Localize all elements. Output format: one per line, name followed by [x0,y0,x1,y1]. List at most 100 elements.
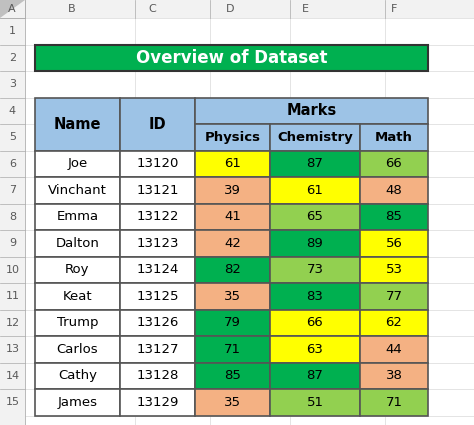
Text: 13126: 13126 [137,316,179,329]
Text: Carlos: Carlos [57,343,98,356]
Text: Physics: Physics [204,131,261,144]
Bar [35,204,120,230]
Text: 13127: 13127 [136,343,179,356]
Bar [270,283,360,309]
Bar [195,150,270,177]
Bar [360,309,428,336]
Text: 65: 65 [307,210,323,223]
Text: 85: 85 [385,210,402,223]
Bar [195,389,270,416]
Bar [120,150,195,177]
Bar [120,336,195,363]
Bar [195,230,270,257]
Text: Roy: Roy [65,263,90,276]
Bar [35,283,120,309]
Text: E: E [301,4,309,14]
Text: 85: 85 [224,369,241,382]
Bar [35,230,120,257]
Text: 48: 48 [386,184,402,197]
Text: 13128: 13128 [137,369,179,382]
Text: Emma: Emma [56,210,99,223]
Bar [195,177,270,204]
Text: 51: 51 [307,396,323,409]
Bar [195,124,270,150]
Text: 53: 53 [385,263,402,276]
Text: 8: 8 [9,212,16,222]
Bar [195,309,270,336]
Bar [270,177,360,204]
Text: 13124: 13124 [137,263,179,276]
Text: 35: 35 [224,396,241,409]
Text: Vinchant: Vinchant [48,184,107,197]
Text: 9: 9 [9,238,16,248]
Text: 12: 12 [5,318,19,328]
Bar [270,309,360,336]
Bar [0,0,474,18]
Bar [120,283,195,309]
Text: 39: 39 [224,184,241,197]
Text: 1: 1 [9,26,16,36]
Text: Trump: Trump [57,316,98,329]
Bar [360,150,428,177]
Bar [360,177,428,204]
Text: James: James [57,396,98,409]
Polygon shape [0,0,25,18]
Text: Overview of Dataset: Overview of Dataset [136,49,327,67]
Bar [120,204,195,230]
Text: 11: 11 [6,291,19,301]
Text: 87: 87 [307,369,323,382]
Text: 14: 14 [5,371,19,381]
Text: 10: 10 [6,265,19,275]
Bar [0,18,25,425]
Bar [35,97,120,150]
Bar [360,363,428,389]
Text: A: A [8,4,16,14]
Bar [360,124,428,150]
Text: Chemistry: Chemistry [277,131,353,144]
Text: 15: 15 [6,397,19,407]
Text: B: B [68,4,76,14]
Bar [120,257,195,283]
Bar [120,363,195,389]
Bar [270,336,360,363]
Text: Name: Name [54,116,101,131]
Bar [35,177,120,204]
Text: 42: 42 [224,237,241,250]
Text: 7: 7 [9,185,16,195]
Text: 6: 6 [9,159,16,169]
Text: 79: 79 [224,316,241,329]
Bar [360,204,428,230]
Text: 77: 77 [385,290,402,303]
Text: 66: 66 [307,316,323,329]
Text: C: C [148,4,156,14]
Text: 13125: 13125 [136,290,179,303]
Text: 56: 56 [385,237,402,250]
Bar [270,124,360,150]
Bar [195,363,270,389]
Text: 73: 73 [307,263,323,276]
Text: Joe: Joe [67,157,88,170]
Bar [120,177,195,204]
Bar [360,230,428,257]
Bar [195,204,270,230]
Text: 13123: 13123 [136,237,179,250]
Text: 13: 13 [6,344,19,354]
Text: 83: 83 [307,290,323,303]
Bar [360,257,428,283]
Bar [360,389,428,416]
Bar [195,257,270,283]
Text: 44: 44 [386,343,402,356]
Text: 89: 89 [307,237,323,250]
Text: 61: 61 [307,184,323,197]
Text: 2: 2 [9,53,16,63]
Text: 87: 87 [307,157,323,170]
Text: 82: 82 [224,263,241,276]
Text: 62: 62 [385,316,402,329]
Bar [360,283,428,309]
Bar [35,45,428,71]
Bar [270,363,360,389]
Text: 66: 66 [386,157,402,170]
Bar [270,204,360,230]
Text: 3: 3 [9,79,16,89]
Bar [360,336,428,363]
